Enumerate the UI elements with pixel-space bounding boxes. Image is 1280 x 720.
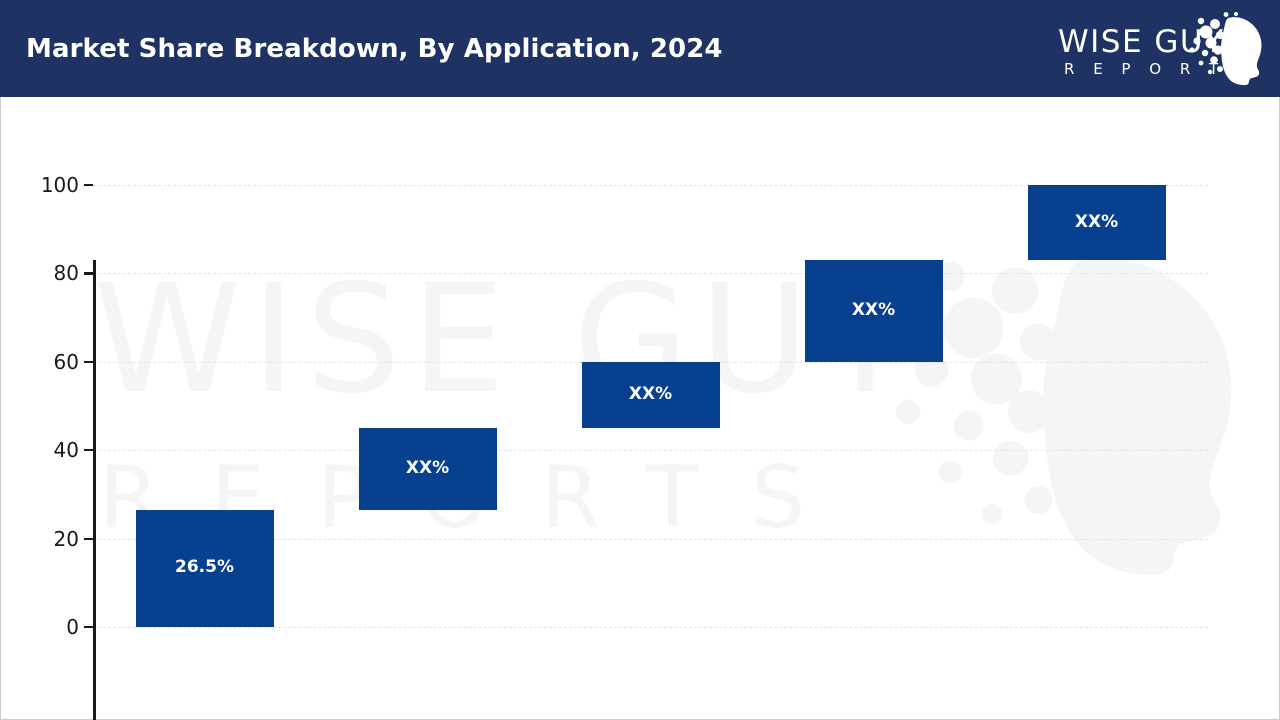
y-axis-tick-mark bbox=[84, 537, 93, 540]
bar-aerospace[interactable]: 26.5% bbox=[135, 509, 274, 627]
y-axis-tick-mark bbox=[84, 360, 93, 363]
y-axis-tick-label: 20 bbox=[53, 526, 79, 551]
bar-value-label: 26.5% bbox=[175, 557, 234, 578]
gridline bbox=[93, 450, 1208, 452]
page-header: Market Share Breakdown, By Application, … bbox=[0, 0, 1280, 97]
wise-guy-reports-logo: WISE GUY R E P O R T S bbox=[1010, 10, 1272, 88]
bar-emergency-services[interactable]: XX% bbox=[581, 361, 720, 429]
y-axis-tick-label: 0 bbox=[66, 615, 79, 639]
bar-value-label: XX% bbox=[1074, 211, 1119, 232]
y-axis-tick-label: 80 bbox=[53, 261, 79, 286]
gridline bbox=[93, 627, 1208, 628]
y-axis-tick-mark bbox=[84, 184, 93, 187]
y-axis-tick-mark bbox=[84, 626, 93, 629]
dotted-head-icon bbox=[1189, 12, 1262, 86]
y-axis-tick-label: 40 bbox=[53, 438, 79, 463]
y-axis-tick-mark bbox=[84, 449, 93, 452]
y-axis-tick-label: 60 bbox=[53, 349, 79, 374]
page-title: Market Share Breakdown, By Application, … bbox=[26, 34, 723, 64]
gridline bbox=[93, 185, 1208, 186]
gridline bbox=[93, 538, 1208, 540]
bar-transportation[interactable]: XX% bbox=[804, 260, 943, 362]
bar-maritime[interactable]: XX% bbox=[358, 428, 497, 510]
plot-area: 26.5% XX% XX% XX% XX% bbox=[93, 185, 1208, 628]
bar-value-label: XX% bbox=[405, 457, 450, 478]
gridline bbox=[93, 273, 1208, 275]
y-axis: 0 20 40 60 80 100 bbox=[41, 173, 96, 720]
bar-value-label: XX% bbox=[628, 383, 673, 404]
bar-wildlife-tracking[interactable]: XX% bbox=[1027, 185, 1166, 261]
y-axis-tick-mark bbox=[84, 272, 93, 275]
y-axis-tick-label: 100 bbox=[40, 173, 79, 197]
bar-value-label: XX% bbox=[851, 299, 896, 320]
